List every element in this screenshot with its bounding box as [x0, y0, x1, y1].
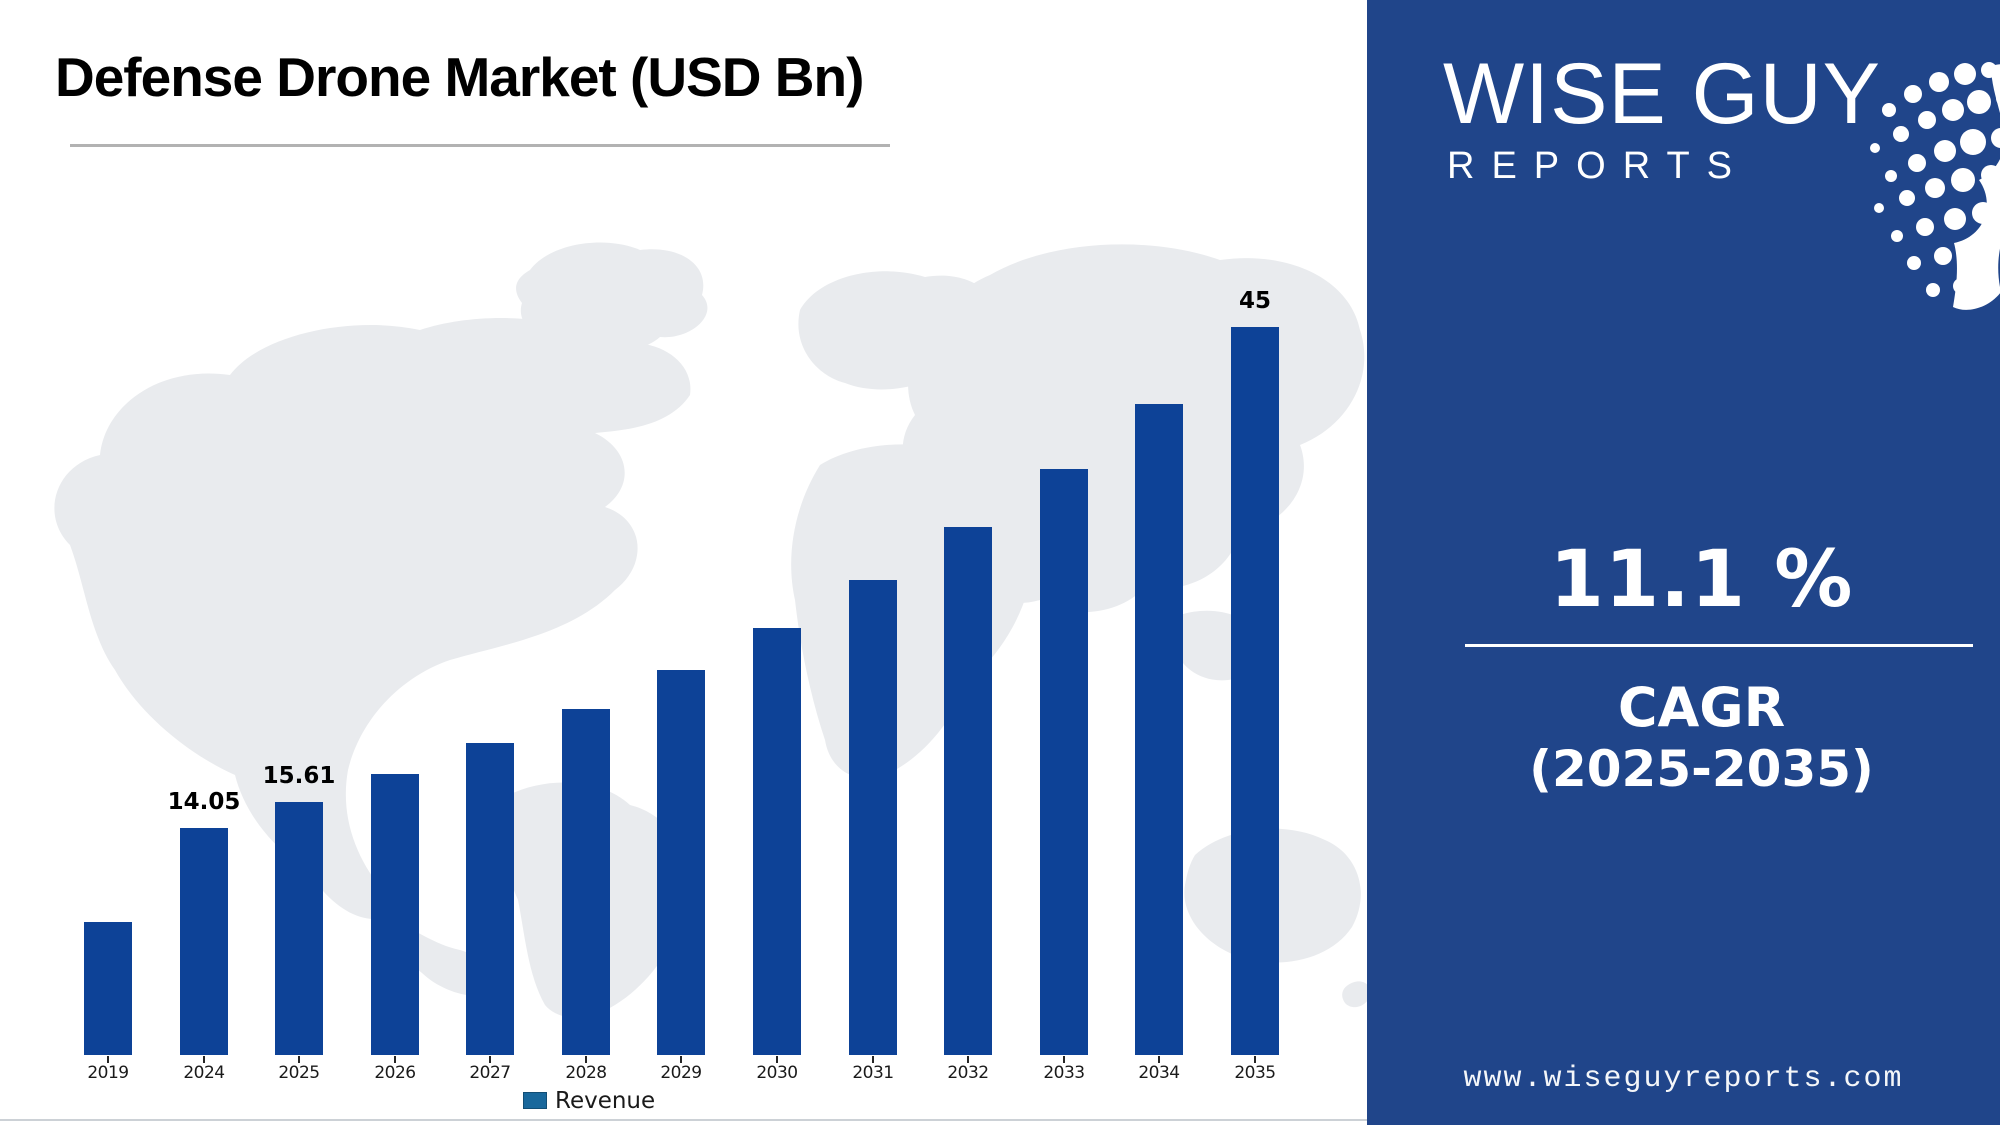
cagr-divider [1465, 644, 1973, 647]
info-panel: WISE GUY REPORTS [1367, 0, 2000, 1125]
x-axis-tick [776, 1056, 778, 1063]
website-url[interactable]: www.wiseguyreports.com [1463, 1062, 1904, 1096]
x-tick-label-2031: 2031 [852, 1063, 894, 1083]
legend-swatch-revenue [523, 1092, 547, 1109]
x-axis-tick [107, 1056, 109, 1063]
cagr-value: 11.1 % [1549, 535, 1854, 625]
page-title: Defense Drone Market (USD Bn) [55, 46, 864, 108]
x-tick-label-2027: 2027 [469, 1063, 511, 1083]
legend-label-revenue: Revenue [555, 1088, 656, 1114]
bar-2033 [1040, 469, 1088, 1055]
x-axis-tick [394, 1056, 396, 1063]
bar-2027 [466, 743, 514, 1055]
x-tick-label-2026: 2026 [374, 1063, 416, 1083]
cagr-label: CAGR [1617, 676, 1786, 739]
logo-wordmark-line2: REPORTS [1447, 145, 1750, 187]
x-axis-tick [585, 1056, 587, 1063]
x-tick-label-2024: 2024 [183, 1063, 225, 1083]
x-axis-tick [967, 1056, 969, 1063]
x-tick-label-2032: 2032 [947, 1063, 989, 1083]
data-label-2024: 14.05 [167, 789, 241, 815]
bar-2029 [657, 670, 705, 1055]
x-tick-label-2028: 2028 [565, 1063, 607, 1083]
bar-2031 [849, 580, 897, 1055]
x-tick-label-2033: 2033 [1043, 1063, 1085, 1083]
cagr-block: 11.1 % CAGR (2025-2035) [1367, 538, 2000, 799]
dotted-head-icon [1870, 62, 2000, 310]
x-tick-label-2030: 2030 [756, 1063, 798, 1083]
x-tick-label-2029: 2029 [660, 1063, 702, 1083]
bar-2026 [371, 774, 419, 1055]
bar-2030 [753, 628, 801, 1055]
bar-2035 [1231, 327, 1279, 1055]
x-axis-tick [1063, 1056, 1065, 1063]
chart-panel: Defense Drone Market (USD Bn) [0, 46, 1367, 1121]
bar-2028 [562, 709, 610, 1055]
x-tick-label-2019: 2019 [87, 1063, 129, 1083]
x-axis-tick [680, 1056, 682, 1063]
bar-2025 [275, 802, 323, 1055]
x-tick-label-2035: 2035 [1234, 1063, 1276, 1083]
bar-2034 [1135, 404, 1183, 1055]
bar-2024 [180, 828, 228, 1055]
data-label-2035: 45 [1238, 288, 1271, 314]
x-axis-tick [872, 1056, 874, 1063]
x-axis-tick [203, 1056, 205, 1063]
bar-2019 [84, 922, 132, 1055]
data-label-2025: 15.61 [262, 763, 336, 789]
x-axis-tick [298, 1056, 300, 1063]
wise-guy-reports-logo: WISE GUY REPORTS [1443, 46, 2000, 310]
x-axis-tick [1158, 1056, 1160, 1063]
cagr-range: (2025-2035) [1529, 740, 1874, 798]
x-tick-label-2025: 2025 [278, 1063, 320, 1083]
x-tick-label-2034: 2034 [1138, 1063, 1180, 1083]
logo-wordmark-line1: WISE GUY [1443, 46, 1882, 142]
bottom-divider [0, 1119, 1367, 1121]
x-axis-tick [489, 1056, 491, 1063]
bar-2032 [944, 527, 992, 1055]
x-axis-tick [1254, 1056, 1256, 1063]
title-underline [70, 144, 890, 147]
revenue-bar-chart: 2019 2024 14.05 2025 15.61 2026 2027 2028 2029 20… [84, 288, 1279, 1083]
